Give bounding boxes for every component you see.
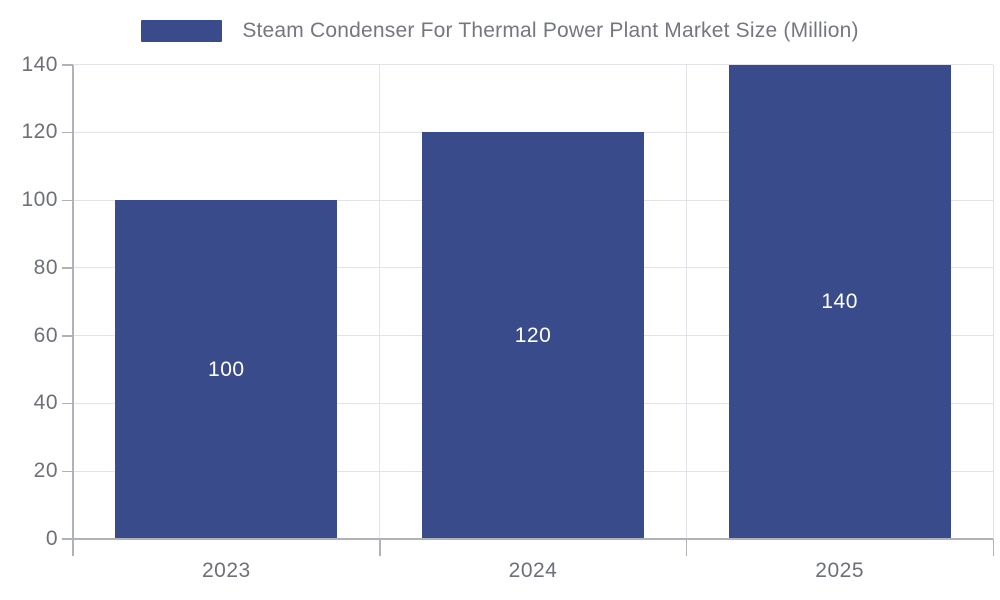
y-tick-label: 0	[45, 527, 58, 550]
x-axis-tick	[685, 539, 688, 556]
x-tick-label: 2023	[201, 559, 251, 582]
x-axis-tick	[379, 539, 381, 556]
legend-swatch-icon	[141, 20, 223, 42]
bar-value-label: 140	[821, 289, 858, 313]
bar-value-label: 120	[514, 323, 552, 347]
bar-2023[interactable]: 100	[115, 200, 338, 539]
y-tick-label: 60	[33, 323, 58, 347]
gridline-vertical	[685, 64, 687, 539]
y-tick-label: 120	[21, 120, 58, 144]
y-axis-tick	[62, 64, 73, 66]
bar-2025[interactable]: 140	[728, 64, 951, 539]
y-axis-line	[72, 64, 74, 556]
y-axis-tick	[62, 131, 73, 134]
bar-value-label: 100	[208, 357, 245, 381]
y-tick-label: 40	[33, 391, 58, 415]
y-axis-tick	[62, 402, 73, 405]
y-axis-tick	[62, 267, 73, 269]
y-axis-tick	[62, 199, 73, 202]
x-axis-line	[62, 538, 993, 540]
x-tick-label: 2025	[815, 559, 865, 582]
y-axis-tick	[62, 335, 73, 337]
y-tick-label: 140	[21, 52, 58, 76]
y-tick-label: 100	[21, 188, 58, 212]
y-axis-tick	[62, 470, 73, 473]
gridline-horizontal	[73, 64, 993, 65]
legend-label: Steam Condenser For Thermal Power Plant …	[242, 19, 859, 42]
x-axis-tick	[992, 539, 994, 556]
y-tick-label: 20	[33, 459, 58, 483]
y-tick-label: 80	[33, 255, 58, 279]
legend[interactable]: Steam Condenser For Thermal Power Plant …	[0, 14, 1000, 48]
gridline-vertical	[379, 64, 381, 539]
gridline-vertical	[992, 64, 994, 539]
x-tick-label: 2024	[508, 559, 558, 582]
bar-2024[interactable]: 120	[422, 132, 644, 539]
